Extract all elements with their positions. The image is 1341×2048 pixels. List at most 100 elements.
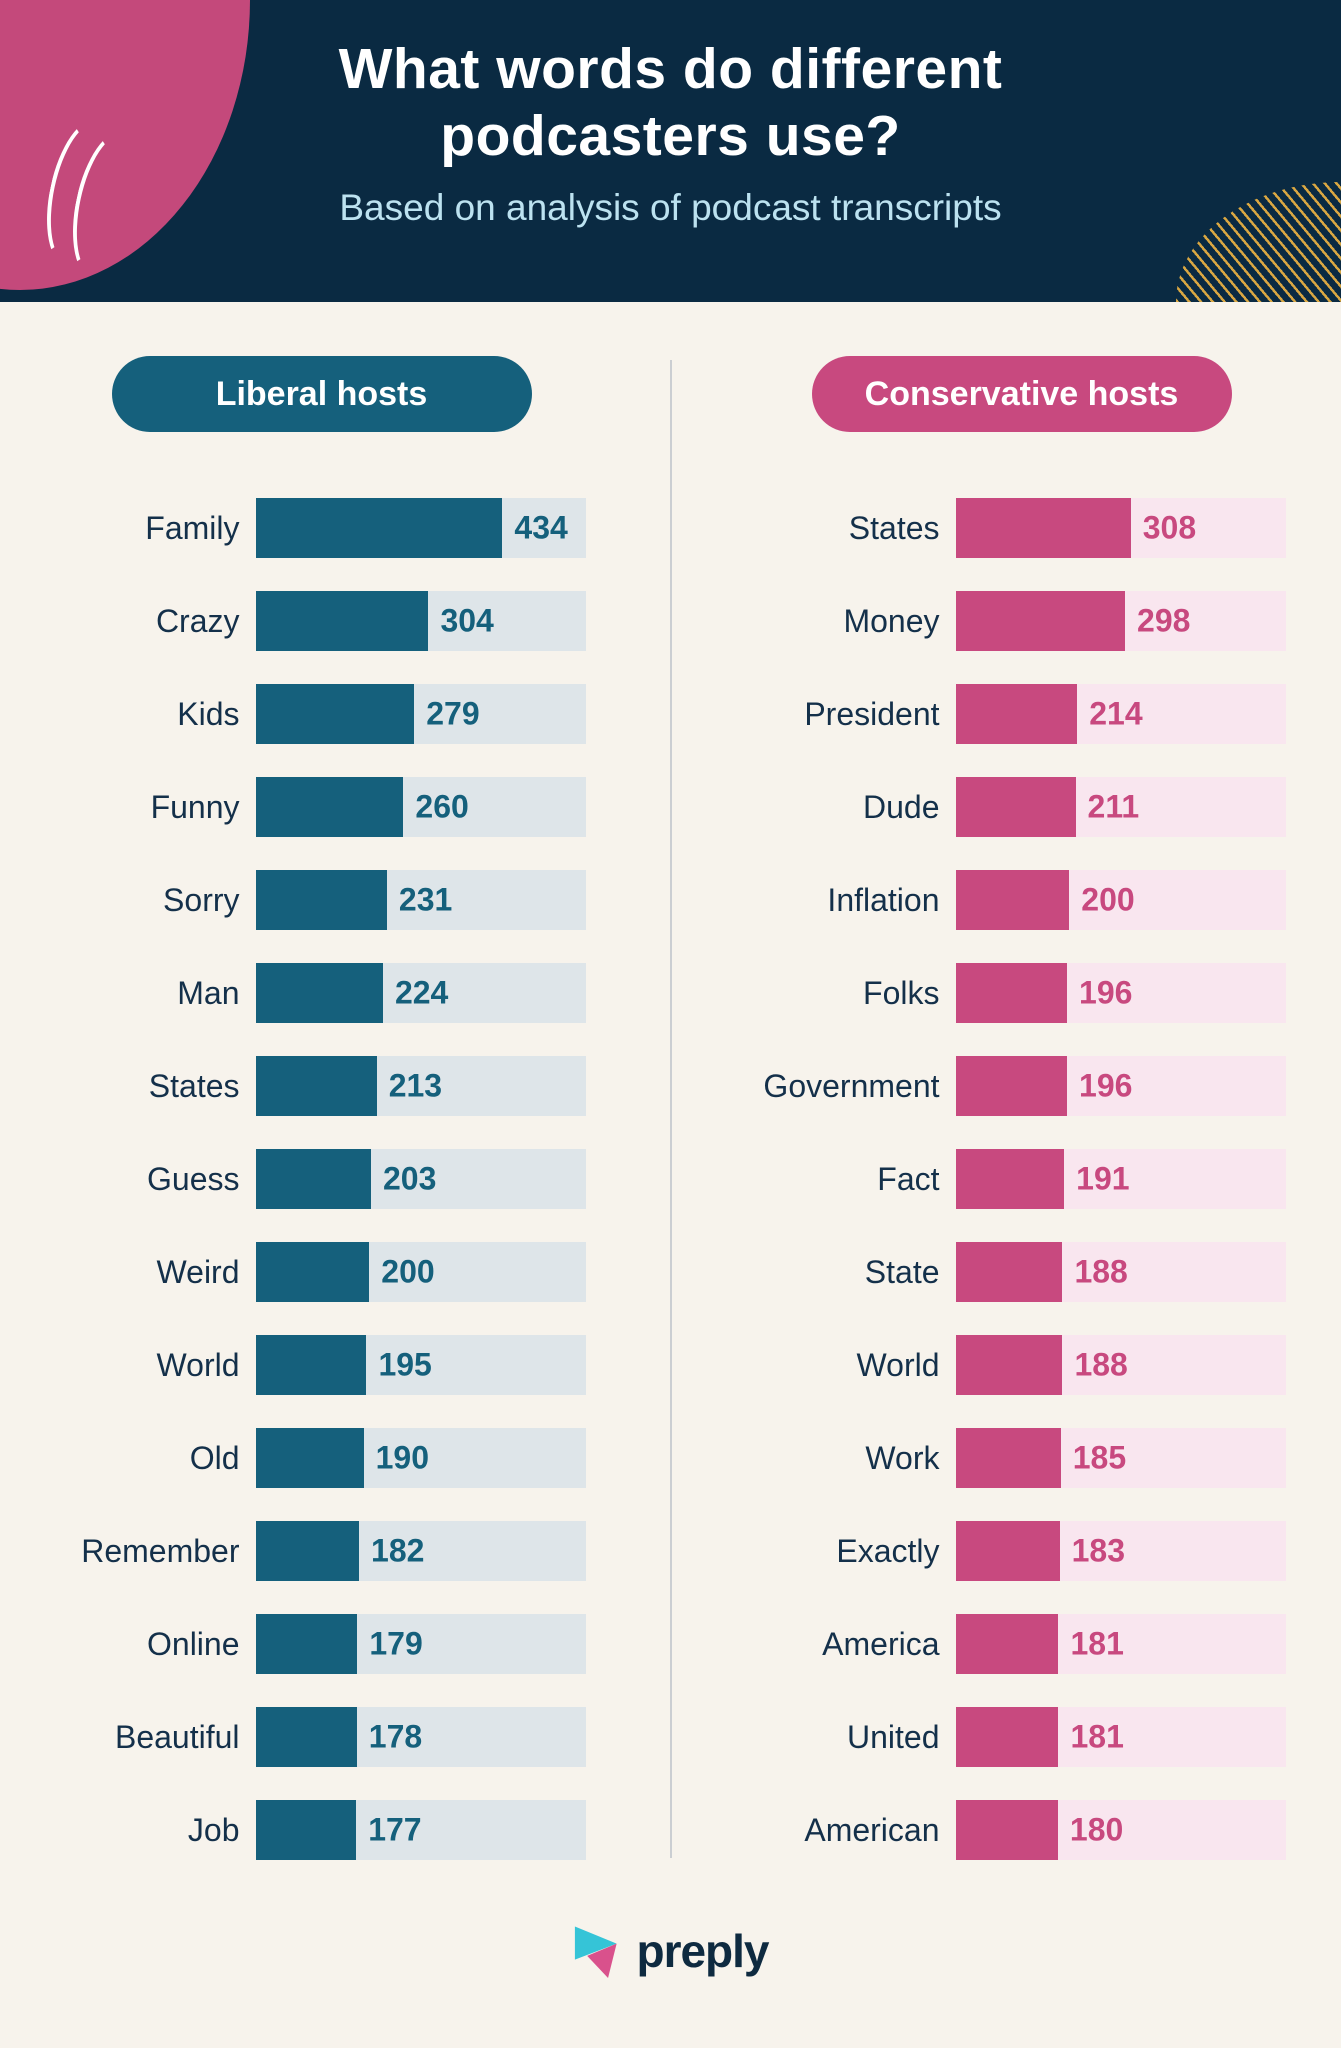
bar-track: 213 — [255, 1056, 586, 1116]
bar — [955, 870, 1070, 930]
bar-value: 214 — [1089, 695, 1143, 732]
bar — [955, 1707, 1059, 1767]
page-subtitle: Based on analysis of podcast transcripts — [339, 186, 1002, 228]
bar-value: 308 — [1142, 509, 1197, 546]
bar-track: 196 — [955, 963, 1286, 1023]
bar-row: Fact 191 — [756, 1149, 1286, 1209]
bar-row: Folks 196 — [756, 963, 1286, 1023]
bar-value: 260 — [415, 788, 469, 825]
word-label: Job — [187, 1811, 240, 1848]
bar — [955, 684, 1078, 744]
bar-value: 191 — [1076, 1160, 1130, 1197]
bar — [255, 1800, 357, 1860]
bar-row: World 188 — [756, 1335, 1286, 1395]
bar-track: 177 — [255, 1800, 586, 1860]
bar-row: President 214 — [756, 684, 1286, 744]
bar — [955, 1614, 1059, 1674]
bar-value: 180 — [1069, 1811, 1124, 1848]
bar — [955, 1428, 1061, 1488]
bar-track: 180 — [955, 1800, 1286, 1860]
word-label: Funny — [150, 788, 240, 825]
bar-value: 200 — [381, 1253, 435, 1290]
bar-row: Guess 203 — [56, 1149, 586, 1209]
bar-track: 260 — [255, 777, 586, 837]
word-label: United — [847, 1718, 940, 1755]
word-label: State — [864, 1253, 940, 1290]
bar-value: 196 — [1079, 1067, 1133, 1104]
bar-track: 196 — [955, 1056, 1286, 1116]
word-label: Man — [177, 974, 240, 1011]
bar — [955, 1056, 1068, 1116]
bar — [255, 591, 429, 651]
bar-row: States 308 — [756, 498, 1286, 558]
bar-row: Sorry 231 — [56, 870, 586, 930]
word-label: American — [804, 1811, 940, 1848]
chart-area: Liberal hosts Family 434 Crazy 304 Kids … — [56, 356, 1286, 1860]
bar — [255, 777, 404, 837]
bar-value: 279 — [426, 695, 480, 732]
bar-value: 190 — [375, 1439, 429, 1476]
bar-track: 434 — [255, 498, 586, 558]
bar-row: American 180 — [756, 1800, 1286, 1860]
bar-row: Inflation 200 — [756, 870, 1286, 930]
bar-row: Job 177 — [56, 1800, 586, 1860]
bar-row: Government 196 — [756, 1056, 1286, 1116]
word-label: Sorry — [163, 881, 240, 918]
bar — [955, 1335, 1063, 1395]
bar — [955, 498, 1131, 558]
bar-row: Funny 260 — [56, 777, 586, 837]
bar-row: Family 434 — [56, 498, 586, 558]
bar-track: 183 — [955, 1521, 1286, 1581]
bar-value: 181 — [1070, 1718, 1124, 1755]
bar-track: 181 — [955, 1707, 1286, 1767]
word-label: Money — [843, 602, 940, 639]
bar — [955, 1149, 1065, 1209]
bar — [255, 1428, 364, 1488]
bar — [955, 591, 1126, 651]
bar — [955, 1242, 1063, 1302]
bar — [255, 1614, 358, 1674]
word-label: Inflation — [827, 881, 940, 918]
word-label: Fact — [877, 1160, 940, 1197]
bar-value: 188 — [1074, 1253, 1128, 1290]
word-label: States — [848, 509, 940, 546]
bar-track: 182 — [255, 1521, 586, 1581]
bar-row: Old 190 — [56, 1428, 586, 1488]
bar-track: 298 — [955, 591, 1286, 651]
bar — [255, 1707, 357, 1767]
bar-track: 203 — [255, 1149, 586, 1209]
word-label: World — [856, 1346, 940, 1383]
bar-track: 304 — [255, 591, 586, 651]
bar-value: 298 — [1137, 602, 1191, 639]
bar-track: 191 — [955, 1149, 1286, 1209]
bar-row: Kids 279 — [56, 684, 586, 744]
bar-row: Crazy 304 — [56, 591, 586, 651]
bar-track: 188 — [955, 1242, 1286, 1302]
bar — [955, 1800, 1058, 1860]
word-label: Government — [763, 1067, 940, 1104]
bar-value: 185 — [1072, 1439, 1127, 1476]
conservative-hosts-badge: Conservative hosts — [811, 356, 1232, 432]
bar-value: 231 — [398, 881, 453, 918]
bar-value: 178 — [368, 1718, 423, 1755]
bar — [955, 777, 1076, 837]
liberal-bars-list: Family 434 Crazy 304 Kids 279 Funny 260 … — [56, 498, 586, 1860]
bar — [255, 684, 415, 744]
bar-row: Remember 182 — [56, 1521, 586, 1581]
bar — [255, 1242, 370, 1302]
liberal-hosts-badge: Liberal hosts — [111, 356, 532, 432]
bar-value: 304 — [440, 602, 494, 639]
bar-value: 182 — [371, 1532, 425, 1569]
bar-value: 183 — [1071, 1532, 1125, 1569]
word-label: Folks — [863, 974, 940, 1011]
bar-row: Beautiful 178 — [56, 1707, 586, 1767]
bar — [255, 498, 503, 558]
column-divider — [669, 360, 672, 1858]
bar-row: State 188 — [756, 1242, 1286, 1302]
preply-logo-icon — [572, 1924, 622, 1978]
bar-track: 200 — [955, 870, 1286, 930]
bar-row: Exactly 183 — [756, 1521, 1286, 1581]
bar-track: 195 — [255, 1335, 586, 1395]
word-label: Dude — [863, 788, 940, 825]
